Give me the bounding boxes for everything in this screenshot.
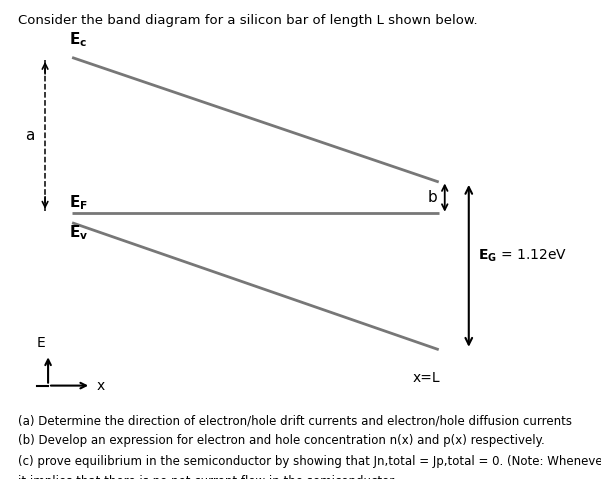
Text: it implies that there is no net current flow in the semiconductor.: it implies that there is no net current …	[18, 475, 397, 479]
Text: (b) Develop an expression for electron and hole concentration n(x) and p(x) resp: (b) Develop an expression for electron a…	[18, 434, 545, 447]
Text: E: E	[37, 336, 45, 350]
Text: x=L: x=L	[413, 371, 441, 385]
Text: (a) Determine the direction of electron/hole drift currents and electron/hole di: (a) Determine the direction of electron/…	[18, 414, 572, 427]
Text: $\mathbf{E_F}$: $\mathbf{E_F}$	[69, 193, 88, 212]
Text: $\mathbf{E_v}$: $\mathbf{E_v}$	[69, 224, 88, 242]
Text: x: x	[97, 378, 105, 393]
Text: (c) prove equilibrium in the semiconductor by showing that Jn,total = Jp,total =: (c) prove equilibrium in the semiconduct…	[18, 455, 601, 468]
Text: $\mathbf{E_c}$: $\mathbf{E_c}$	[69, 30, 87, 49]
Text: $\mathbf{E_G}$ = 1.12eV: $\mathbf{E_G}$ = 1.12eV	[478, 248, 567, 264]
Text: Consider the band diagram for a silicon bar of length L shown below.: Consider the band diagram for a silicon …	[18, 14, 478, 27]
Text: b: b	[428, 190, 438, 205]
Text: a: a	[25, 128, 35, 143]
